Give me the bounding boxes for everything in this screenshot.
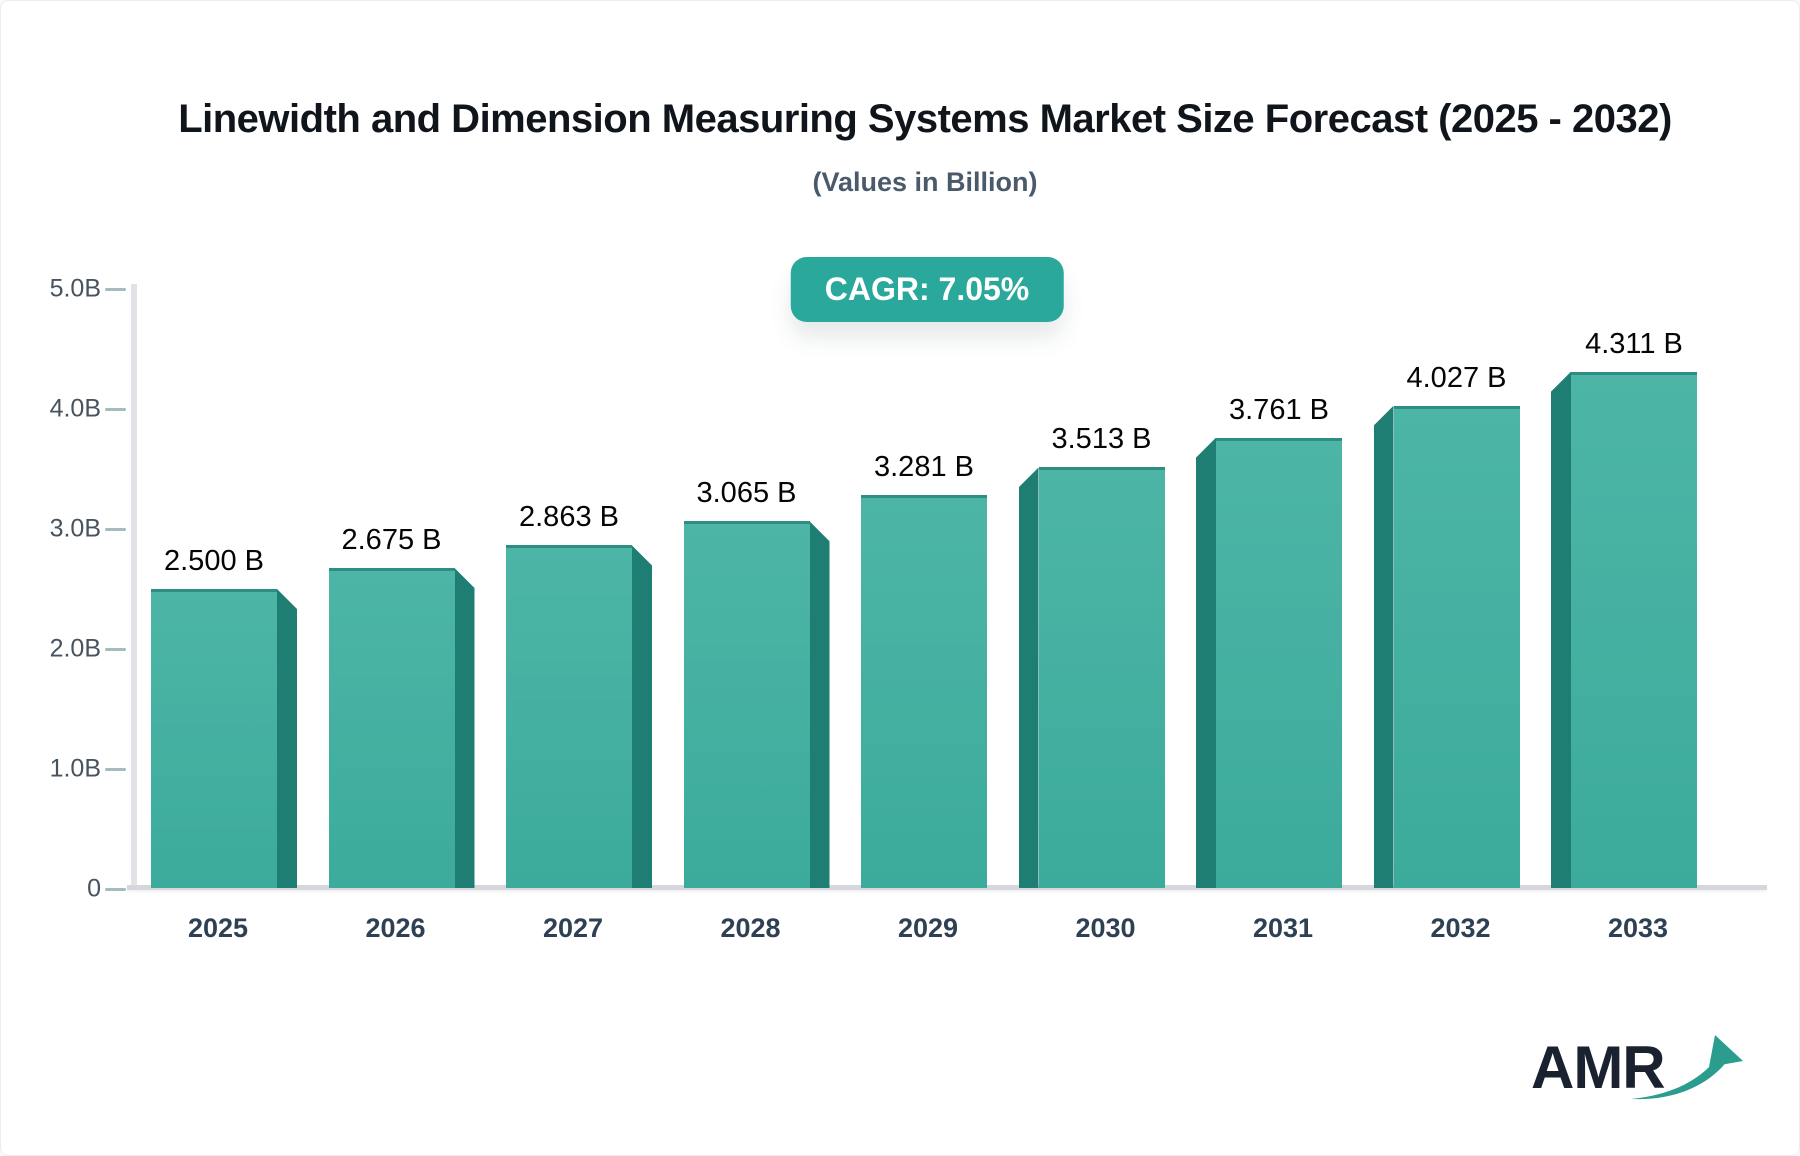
bar-side-2033 xyxy=(1551,371,1571,888)
amr-logo: AMR xyxy=(1531,1033,1743,1123)
bar-value-label-2032: 4.027 B xyxy=(1406,361,1507,394)
y-axis-tick-mark xyxy=(105,408,126,411)
cagr-badge: CAGR: 7.05% xyxy=(790,257,1064,322)
y-axis-tick-label: 1.0B xyxy=(49,754,101,783)
y-axis-tick-mark xyxy=(105,288,126,291)
x-axis-label-2031: 2031 xyxy=(1252,913,1314,943)
bar-value-label-2030: 3.513 B xyxy=(1051,423,1152,456)
bar-2029 xyxy=(861,495,987,888)
x-axis-label-2030: 2030 xyxy=(1075,913,1136,943)
chart-subtitle: (Values in Billion) xyxy=(812,167,1038,197)
y-axis-tick-mark xyxy=(105,768,126,771)
bar-value-label-2028: 3.065 B xyxy=(696,477,797,510)
bar-2025 xyxy=(151,589,277,888)
y-axis-tick-label: 0 xyxy=(87,874,101,903)
bar-2028 xyxy=(683,521,810,888)
bar-2033 xyxy=(1571,371,1697,888)
growth-arrow-icon xyxy=(1631,1035,1743,1100)
x-axis-label-2032: 2032 xyxy=(1430,913,1491,943)
bar-2027 xyxy=(506,545,632,888)
bar-2031 xyxy=(1216,437,1342,888)
y-axis-tick-label: 5.0B xyxy=(49,274,101,303)
x-axis-label-2026: 2026 xyxy=(365,913,426,943)
bar-value-label-2033: 4.311 B xyxy=(1585,327,1683,360)
chart-title: Linewidth and Dimension Measuring System… xyxy=(178,97,1672,141)
bar-side-2028 xyxy=(809,521,830,888)
bar-2032 xyxy=(1393,405,1520,888)
bar-value-label-2027: 2.863 B xyxy=(519,501,619,534)
bar-side-2026 xyxy=(454,568,475,888)
bar-side-2027 xyxy=(632,545,652,888)
bar-side-2025 xyxy=(277,589,297,888)
y-axis-line xyxy=(131,284,137,890)
bar-value-label-2029: 3.281 B xyxy=(874,451,974,484)
bar-side-2031 xyxy=(1196,437,1216,888)
y-axis-tick-mark xyxy=(105,888,126,891)
bar-value-label-2031: 3.761 B xyxy=(1229,393,1329,426)
x-axis-label-2027: 2027 xyxy=(542,913,604,943)
x-axis-label-2028: 2028 xyxy=(720,913,781,943)
y-axis-tick-label: 3.0B xyxy=(49,514,101,543)
bar-2026 xyxy=(328,568,455,888)
x-axis-label-2029: 2029 xyxy=(897,913,959,943)
bar-side-2032 xyxy=(1373,405,1394,888)
bar-2030 xyxy=(1038,467,1165,888)
bar-side-2030 xyxy=(1018,467,1039,888)
y-axis-tick-label: 2.0B xyxy=(49,634,101,663)
bar-value-label-2025: 2.500 B xyxy=(164,545,264,577)
x-axis-label-2033: 2033 xyxy=(1607,913,1669,943)
bar-value-label-2026: 2.675 B xyxy=(341,524,442,556)
y-axis-tick-label: 4.0B xyxy=(49,394,101,423)
amr-logo-text: AMR xyxy=(1531,1034,1666,1101)
y-axis-tick-mark xyxy=(105,648,126,651)
y-axis-tick-mark xyxy=(105,528,126,531)
x-axis-label-2025: 2025 xyxy=(187,913,249,943)
